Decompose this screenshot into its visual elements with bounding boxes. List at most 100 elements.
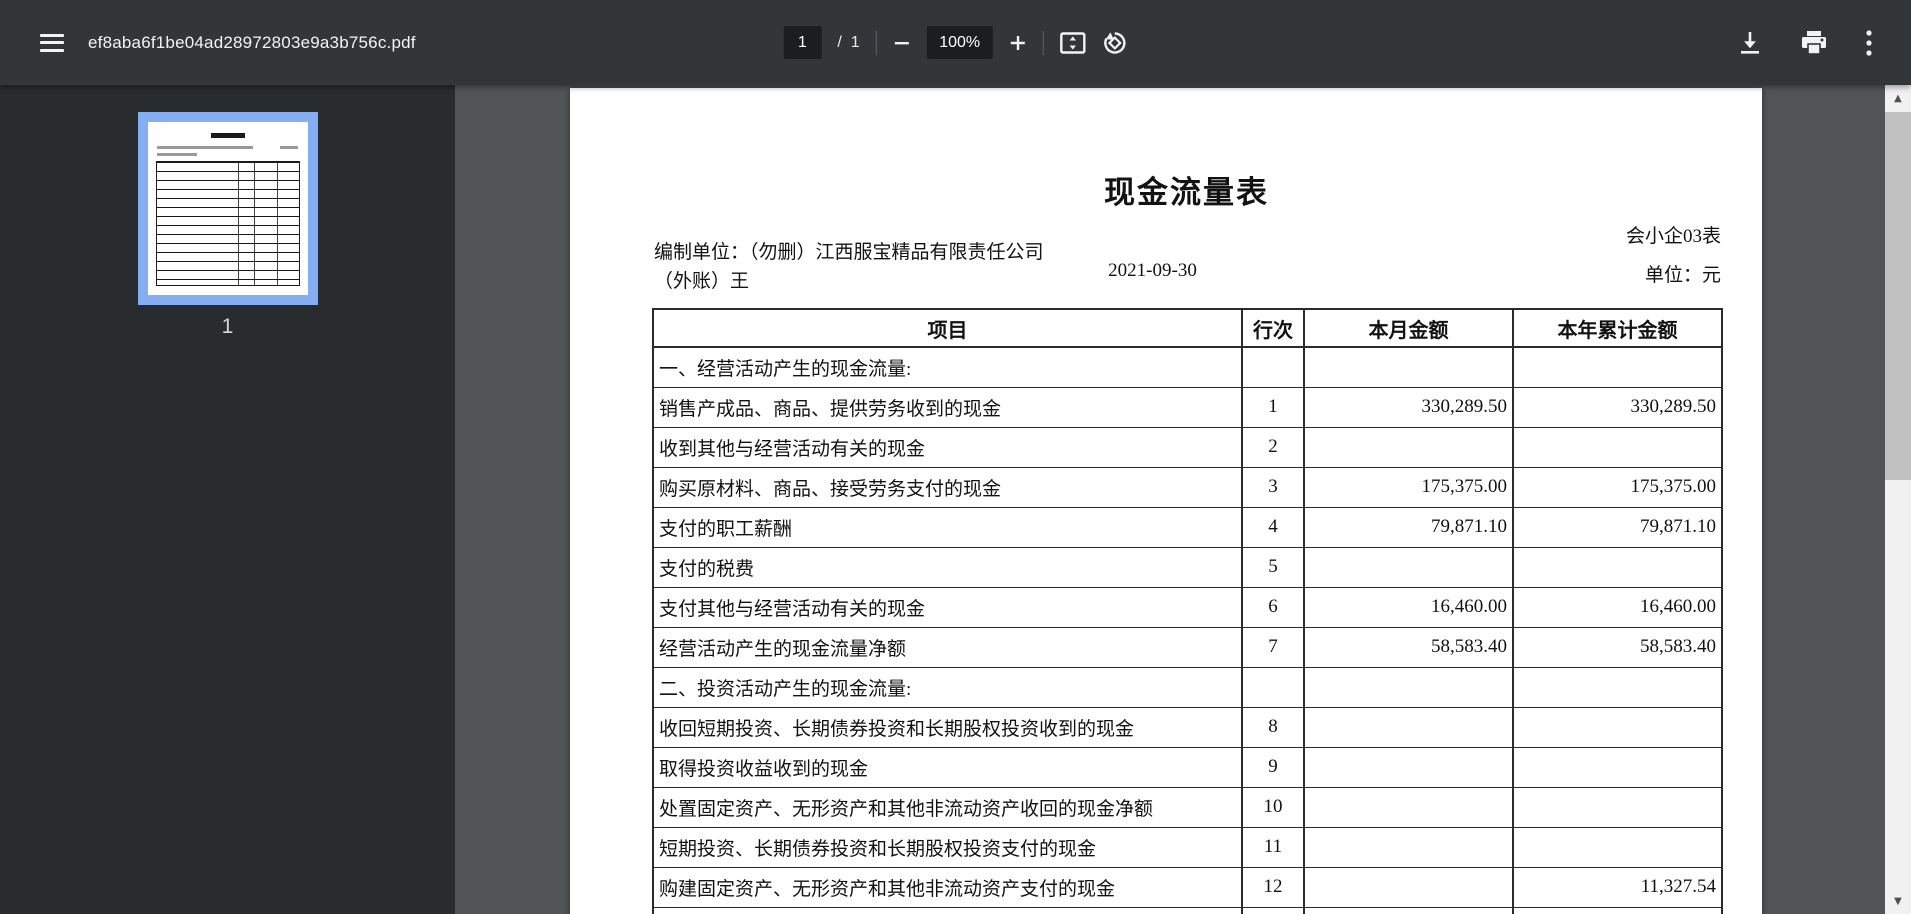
cell-item: 支付的税费 [652, 546, 1243, 588]
cell-month: 16,460.00 [1303, 586, 1514, 628]
cell-ytd [1512, 546, 1723, 588]
cell-month [1303, 706, 1514, 748]
cell-ytd: 58,583.40 [1512, 626, 1723, 668]
unit-label: 单位：元 [1644, 265, 1721, 286]
table-row: 收回短期投资、长期债券投资和长期股权投资收到的现金 8 [652, 706, 1723, 748]
cell-item [652, 906, 1243, 914]
cell-item: 一、经营活动产生的现金流量: [652, 346, 1243, 388]
cell-line: 2 [1241, 426, 1305, 468]
toolbar-separator [1042, 30, 1044, 55]
rotate-counterclockwise-icon[interactable] [1102, 30, 1128, 56]
cell-item: 支付其他与经营活动有关的现金 [652, 586, 1243, 628]
cell-ytd [1512, 706, 1723, 748]
cell-ytd [1512, 346, 1723, 388]
header-item: 项目 [652, 308, 1243, 348]
cell-line: 7 [1241, 626, 1305, 668]
cell-line [1241, 346, 1305, 388]
table-row: 购建固定资产、无形资产和其他非流动资产支付的现金 12 11,327.54 [652, 866, 1723, 908]
page-divider: / [837, 33, 842, 51]
prepared-by-line2: （外账）王 [654, 271, 750, 292]
cell-month [1303, 826, 1514, 868]
cell-line [1241, 906, 1305, 914]
scrollbar-thumb[interactable] [1885, 112, 1911, 480]
table-row [652, 906, 1723, 914]
menu-icon[interactable] [40, 33, 64, 52]
table-row: 经营活动产生的现金流量净额 7 58,583.40 58,583.40 [652, 626, 1723, 668]
page-thumbnail[interactable] [137, 112, 318, 305]
cell-line: 4 [1241, 506, 1305, 548]
cell-month: 175,375.00 [1303, 466, 1514, 508]
cell-month [1303, 866, 1514, 908]
table-header-row: 项目 行次 本月金额 本年累计金额 [652, 308, 1723, 348]
vertical-scrollbar[interactable]: ▲ ▼ [1885, 85, 1911, 914]
table-row: 一、经营活动产生的现金流量: [652, 346, 1723, 388]
cell-item: 收回短期投资、长期债券投资和长期股权投资收到的现金 [652, 706, 1243, 748]
cell-month [1303, 906, 1514, 914]
zoom-level: 100% [926, 26, 993, 59]
cell-item: 经营活动产生的现金流量净额 [652, 626, 1243, 668]
cell-month: 330,289.50 [1303, 386, 1514, 428]
table-row: 支付的职工薪酬 4 79,871.10 79,871.10 [652, 506, 1723, 548]
print-icon[interactable] [1800, 30, 1828, 56]
cell-item: 购买原材料、商品、接受劳务支付的现金 [652, 466, 1243, 508]
cell-line: 11 [1241, 826, 1305, 868]
scroll-up-arrow-icon[interactable]: ▲ [1894, 92, 1902, 104]
cell-ytd: 11,327.54 [1512, 866, 1723, 908]
header-line-no: 行次 [1241, 308, 1305, 348]
table-row: 处置固定资产、无形资产和其他非流动资产收回的现金净额 10 [652, 786, 1723, 828]
page-total: 1 [850, 33, 860, 51]
cash-flow-table: 项目 行次 本月金额 本年累计金额 一、经营活动产生的现金流量: 销售产成品、商品… [652, 308, 1723, 914]
page-thumbnail-image [147, 122, 308, 295]
table-row: 短期投资、长期债券投资和长期股权投资支付的现金 11 [652, 826, 1723, 868]
prepared-by-line1: 编制单位：（勿删）江西服宝精品有限责任公司 [654, 242, 1044, 263]
cell-line: 6 [1241, 586, 1305, 628]
download-icon[interactable] [1737, 30, 1763, 56]
toolbar-separator [875, 30, 877, 55]
table-row: 销售产成品、商品、提供劳务收到的现金 1 330,289.50 330,289.50 [652, 386, 1723, 428]
header-month-amount: 本月金额 [1303, 308, 1514, 348]
table-row: 支付的税费 5 [652, 546, 1723, 588]
header-ytd-amount: 本年累计金额 [1512, 308, 1723, 348]
cell-line: 9 [1241, 746, 1305, 788]
form-code: 会小企03表 [1625, 226, 1721, 247]
document-filename: ef8aba6f1be04ad28972803e9a3b756c.pdf [88, 32, 416, 52]
cell-item: 支付的职工薪酬 [652, 506, 1243, 548]
page-number-input[interactable]: 1 [783, 26, 822, 59]
kebab-menu-icon[interactable] [1865, 29, 1873, 57]
zoom-out-icon[interactable] [893, 34, 911, 52]
fit-to-page-icon[interactable] [1059, 31, 1086, 54]
cell-month [1303, 786, 1514, 828]
cell-month [1303, 546, 1514, 588]
pdf-content-area: 现金流量表 编制单位：（勿删）江西服宝精品有限责任公司 （外账）王 2021-0… [455, 85, 1885, 914]
cell-line: 1 [1241, 386, 1305, 428]
cell-month: 79,871.10 [1303, 506, 1514, 548]
cell-item: 取得投资收益收到的现金 [652, 746, 1243, 788]
cell-item: 销售产成品、商品、提供劳务收到的现金 [652, 386, 1243, 428]
table-row: 收到其他与经营活动有关的现金 2 [652, 426, 1723, 468]
table-row: 二、投资活动产生的现金流量: [652, 666, 1723, 708]
cell-month: 58,583.40 [1303, 626, 1514, 668]
cell-line [1241, 666, 1305, 708]
cell-line: 3 [1241, 466, 1305, 508]
cell-ytd: 175,375.00 [1512, 466, 1723, 508]
cash-flow-table-body: 一、经营活动产生的现金流量: 销售产成品、商品、提供劳务收到的现金 1 330,289… [652, 346, 1723, 914]
cell-line: 10 [1241, 786, 1305, 828]
document-title: 现金流量表 [1104, 175, 1269, 210]
thumbnail-page-number: 1 [221, 315, 234, 338]
cell-line: 12 [1241, 866, 1305, 908]
cell-month [1303, 426, 1514, 468]
pdf-page: 现金流量表 编制单位：（勿删）江西服宝精品有限责任公司 （外账）王 2021-0… [570, 88, 1762, 914]
cell-line: 5 [1241, 546, 1305, 588]
table-row: 取得投资收益收到的现金 9 [652, 746, 1723, 788]
cell-ytd [1512, 426, 1723, 468]
cell-item: 收到其他与经营活动有关的现金 [652, 426, 1243, 468]
zoom-in-icon[interactable] [1009, 34, 1027, 52]
cell-item: 短期投资、长期债券投资和长期股权投资支付的现金 [652, 826, 1243, 868]
scroll-down-arrow-icon[interactable]: ▼ [1894, 895, 1902, 907]
report-date: 2021-09-30 [1108, 260, 1197, 281]
table-row: 购买原材料、商品、接受劳务支付的现金 3 175,375.00 175,375.00 [652, 466, 1723, 508]
cell-month [1303, 746, 1514, 788]
cell-month [1303, 666, 1514, 708]
cell-month [1303, 346, 1514, 388]
table-row: 支付其他与经营活动有关的现金 6 16,460.00 16,460.00 [652, 586, 1723, 628]
